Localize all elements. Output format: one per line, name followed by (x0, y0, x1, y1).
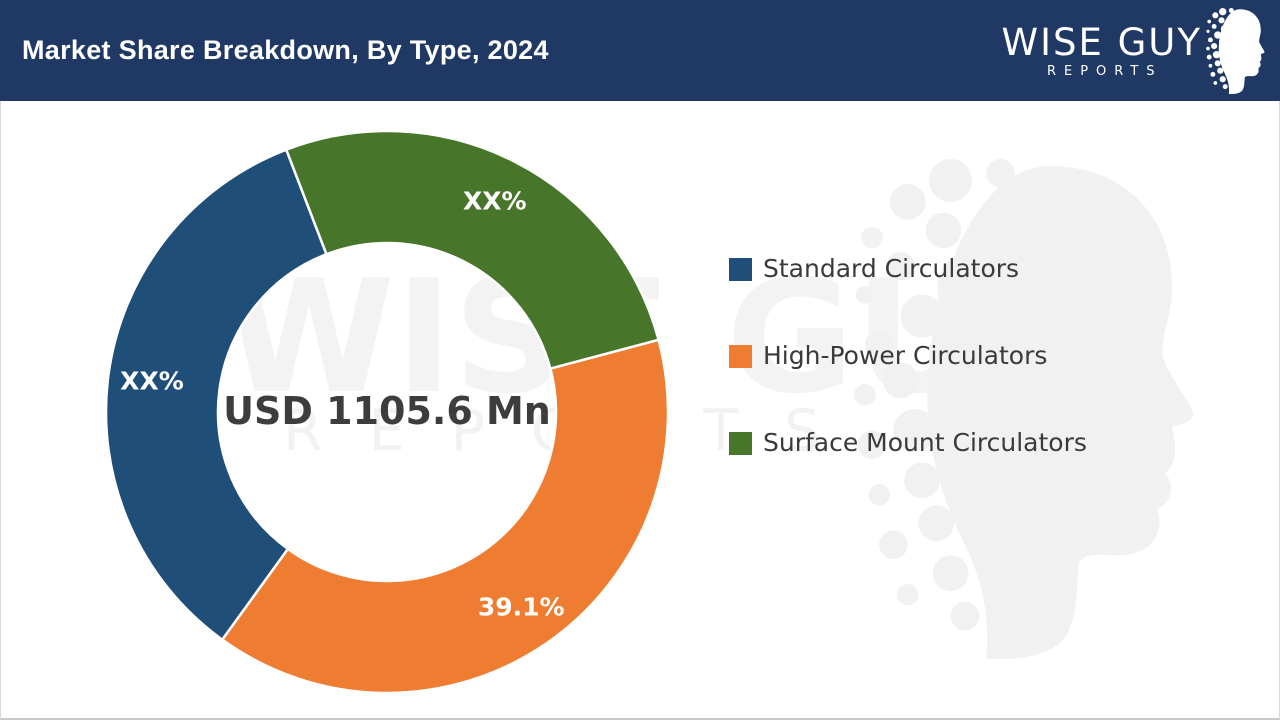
donut-chart (104, 129, 670, 695)
header-bar: Market Share Breakdown, By Type, 2024 WI… (0, 0, 1280, 101)
legend-swatch-surface-mount (729, 431, 752, 455)
logo-subtitle: REPORTS (1046, 63, 1163, 79)
legend-label-surface-mount: Surface Mount Circulators (763, 428, 1087, 457)
chart-area: WISE GUY REPORTS XX% 39.1% XX% USD 1105.… (0, 101, 1280, 720)
segment-label-high-power: 39.1% (477, 592, 565, 622)
donut-center-value: USD 1105.6 Mn (223, 389, 551, 433)
legend-item-standard: Standard Circulators (729, 254, 1087, 284)
segment-label-standard: XX% (120, 366, 184, 396)
legend: Standard Circulators High-Power Circulat… (729, 254, 1087, 458)
logo-wordmark: WISE GUY (1001, 20, 1202, 64)
donut-segment-0 (104, 148, 329, 642)
segment-label-surface-mount: XX% (463, 186, 527, 216)
donut-segment-1 (220, 338, 670, 695)
legend-swatch-high-power (729, 344, 752, 368)
dot-face-icon (1204, 8, 1266, 94)
legend-label-high-power: High-Power Circulators (763, 341, 1048, 370)
page-title: Market Share Breakdown, By Type, 2024 (22, 35, 549, 65)
legend-swatch-standard (729, 257, 752, 281)
legend-label-standard: Standard Circulators (763, 254, 1020, 283)
donut-segment-2 (284, 129, 661, 371)
legend-item-high-power: High-Power Circulators (729, 341, 1087, 371)
wise-guy-logo: WISE GUY REPORTS (1002, 8, 1266, 94)
legend-item-surface-mount: Surface Mount Circulators (729, 428, 1087, 458)
